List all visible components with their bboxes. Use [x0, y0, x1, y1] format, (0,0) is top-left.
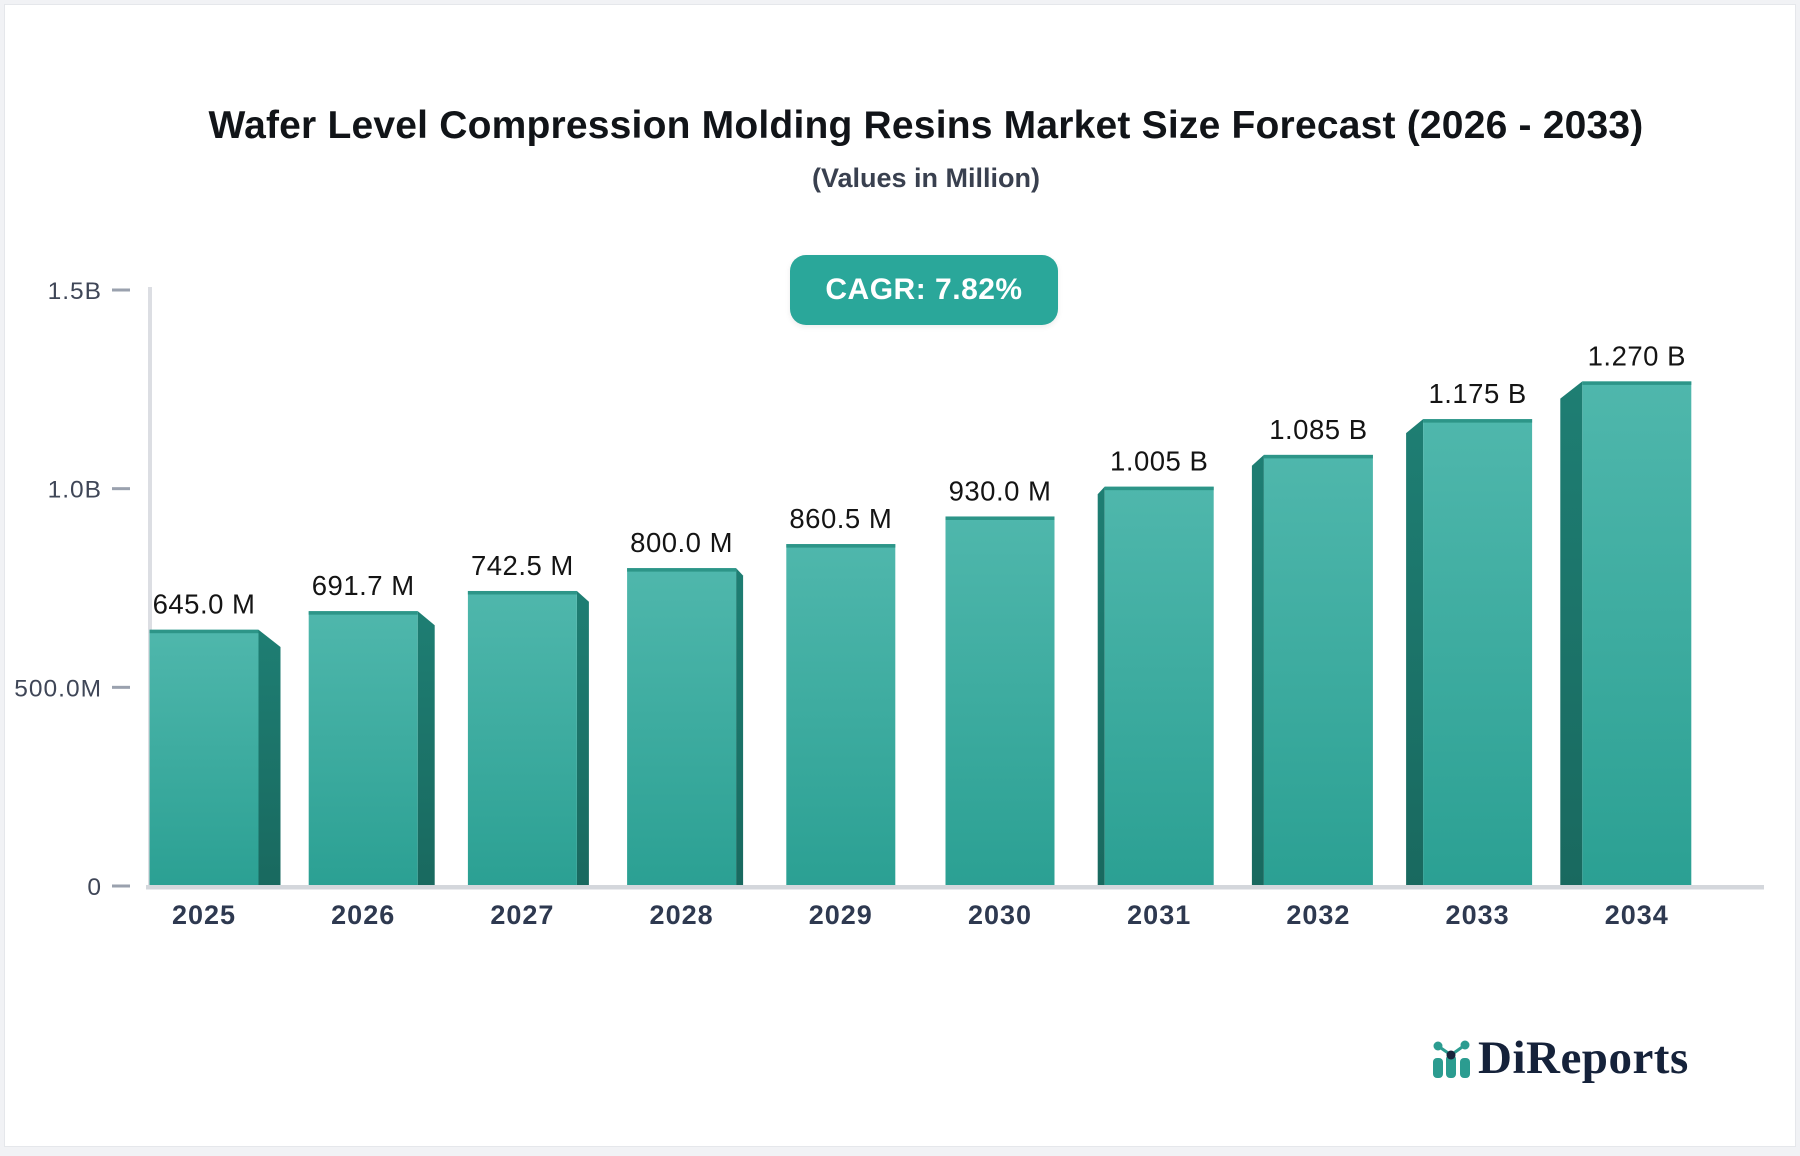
bar-top-edge-2032	[1263, 454, 1373, 459]
bar-2028	[627, 568, 737, 886]
cagr-badge-label: CAGR: 7.82%	[825, 273, 1023, 306]
bar-value-label: 1.270 B	[1588, 340, 1686, 371]
x-tick-label-2032: 2032	[1286, 900, 1350, 930]
bar-2033	[1423, 419, 1533, 886]
cagr-badge: CAGR: 7.82%	[790, 255, 1058, 325]
bar-value-label: 645.0 M	[153, 589, 256, 620]
bar-2034	[1582, 381, 1692, 886]
bar-value-label: 1.175 B	[1428, 378, 1526, 409]
x-tick-label-2026: 2026	[331, 900, 395, 930]
x-tick-label-2034: 2034	[1605, 900, 1669, 930]
y-tick-label: 0	[87, 874, 102, 901]
bar-side-face-2027	[576, 590, 589, 886]
bar-side-face-2033	[1406, 419, 1424, 886]
bar-top-edge-2034	[1582, 381, 1692, 385]
x-tick-label-2027: 2027	[490, 900, 554, 930]
chart-header: Wafer Level Compression Molding Resins M…	[52, 104, 1800, 194]
y-tick-mark	[112, 685, 130, 689]
bar-value-label: 1.085 B	[1269, 414, 1367, 445]
y-tick-label: 1.5B	[48, 278, 102, 305]
bar-value-label: 800.0 M	[630, 527, 733, 558]
x-axis-line	[146, 885, 1764, 890]
bar-top-edge-2031	[1104, 486, 1214, 491]
bar-top-edge-2025	[149, 629, 259, 634]
bar-top-edge-2028	[627, 568, 737, 572]
bar-2031	[1104, 486, 1214, 886]
bar-2025	[149, 629, 259, 886]
bar-top-edge-2027	[467, 590, 577, 595]
logo-text: DiReports	[1478, 1031, 1689, 1084]
x-tick-label-2030: 2030	[968, 900, 1032, 930]
y-tick-mark	[112, 884, 130, 888]
bar-value-label: 691.7 M	[312, 570, 415, 601]
bar-side-face-2028	[736, 568, 744, 886]
bar-value-label: 1.005 B	[1110, 446, 1208, 477]
bar-value-label: 742.5 M	[471, 550, 574, 581]
bar-value-label: 930.0 M	[949, 475, 1052, 506]
bar-chart-trend-icon	[1433, 1040, 1470, 1078]
x-tick-label-2031: 2031	[1127, 900, 1191, 930]
bar-top-edge-2030	[945, 516, 1055, 520]
bar-side-face-2031	[1097, 486, 1105, 886]
bar-2032	[1263, 454, 1373, 886]
bar-value-label: 860.5 M	[789, 503, 892, 534]
y-axis-line	[148, 287, 152, 888]
x-tick-label-2028: 2028	[650, 900, 714, 930]
x-tick-label-2025: 2025	[172, 900, 236, 930]
x-tick-label-2033: 2033	[1446, 900, 1510, 930]
bar-side-face-2034	[1560, 381, 1583, 886]
bar-top-edge-2026	[308, 611, 418, 615]
bar-side-face-2026	[417, 611, 435, 886]
bar-2029	[786, 544, 896, 886]
chart-subtitle: (Values in Million)	[811, 162, 1041, 193]
bar-2027	[467, 590, 577, 886]
bar-side-face-2025	[258, 629, 281, 886]
bar-top-edge-2033	[1423, 419, 1533, 423]
y-tick-mark	[112, 288, 130, 292]
y-tick-label: 500.0M	[14, 675, 102, 702]
y-tick-label: 1.0B	[48, 477, 102, 504]
y-tick-mark	[112, 487, 130, 491]
bar-2026	[308, 611, 418, 886]
bar-2030	[945, 516, 1055, 886]
x-tick-label-2029: 2029	[809, 900, 873, 930]
chart-title: Wafer Level Compression Molding Resins M…	[208, 104, 1644, 147]
direports-logo: DiReports	[1430, 1031, 1689, 1084]
bar-side-face-2032	[1251, 454, 1264, 886]
bar-top-edge-2029	[786, 544, 896, 548]
